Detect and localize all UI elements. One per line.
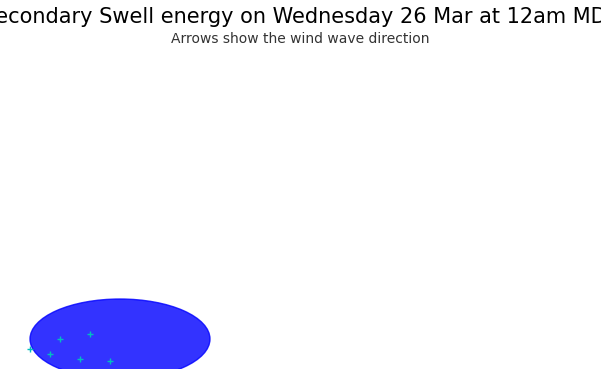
Ellipse shape: [30, 299, 210, 369]
Text: Secondary Swell energy on Wednesday 26 Mar at 12am MDT: Secondary Swell energy on Wednesday 26 M…: [0, 7, 601, 27]
Text: Arrows show the wind wave direction: Arrows show the wind wave direction: [171, 32, 430, 46]
